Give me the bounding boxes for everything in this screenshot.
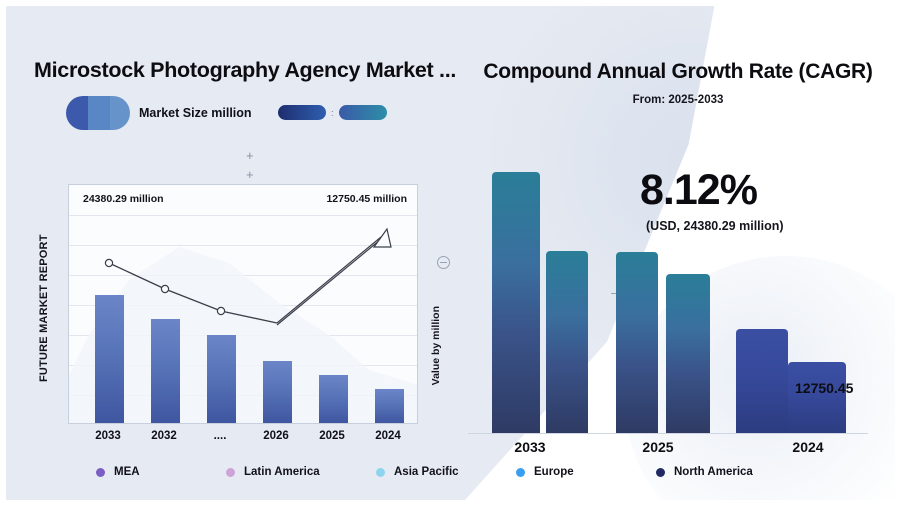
rbar-2024-primary (736, 329, 788, 434)
legend-label-asia-pacific: Asia Pacific (394, 466, 459, 478)
x-label-4: 2025 (319, 430, 345, 442)
rbar-2025-secondary (666, 274, 710, 434)
legend-label-mea: MEA (114, 466, 140, 478)
rbar-2025-primary (616, 252, 658, 434)
right-x-label-0: 2033 (514, 439, 546, 455)
legend-label-latin-america: Latin America (244, 466, 320, 478)
right-x-label-2: 2024 (792, 439, 824, 455)
x-label-0: 2033 (95, 430, 121, 442)
legend-item-north-america[interactable]: North America (656, 466, 753, 478)
cagr-note: (USD, 24380.29 million) (646, 219, 784, 233)
right-chart-baseline (468, 433, 868, 434)
left-chart-end-label: 12750.45 million (326, 193, 407, 205)
left-chart-bars (69, 185, 417, 423)
x-label-1: 2032 (151, 430, 177, 442)
left-chart-x-axis-labels: 2033 2032 .... 2026 2025 2024 (68, 430, 418, 448)
legend-item-asia-pacific[interactable]: Asia Pacific (376, 466, 459, 478)
bar-2026 (263, 361, 292, 423)
right-chart-x-axis-labels: 2033 2025 2024 (468, 439, 888, 459)
left-chart-trend-line (104, 227, 392, 326)
legend-dot-north-america (656, 467, 665, 477)
legend-label-north-america: North America (674, 466, 753, 478)
legend-dot-mea (96, 467, 105, 477)
x-label-2: .... (213, 430, 227, 442)
bar-2025 (319, 375, 348, 423)
pill-badges: : (278, 105, 387, 120)
legend-dot-europe (516, 467, 525, 477)
pill-badge-primary (278, 105, 326, 120)
minus-circle-icon[interactable] (437, 256, 450, 269)
x-label-5: 2024 (375, 430, 401, 442)
right-panel-subtitle: From: 2025-2033 (632, 94, 724, 106)
brand-row: Market Size million (66, 96, 252, 130)
left-panel-title: Microstock Photography Agency Market ... (34, 58, 457, 82)
venn-hexagon-logo-icon (66, 96, 130, 130)
rbar-2024-secondary (788, 362, 846, 434)
legend-item-latin-america[interactable]: Latin America (226, 466, 320, 478)
legend-label-europe: Europe (534, 466, 574, 478)
left-chart-start-label: 24380.29 million (83, 193, 164, 205)
pill-separator: : (331, 107, 334, 118)
bar-2033 (95, 295, 124, 423)
legend-item-europe[interactable]: Europe (516, 466, 574, 478)
left-chart-y-axis-label: FUTURE MARKET REPORT (38, 234, 50, 382)
rbar-2033-secondary (546, 251, 588, 434)
right-x-label-1: 2025 (642, 439, 674, 455)
bar-dots (207, 335, 236, 423)
plus-decoration-icon: + + (246, 148, 254, 182)
rbar-2033-primary (492, 172, 540, 434)
legend-dot-latin-america (226, 467, 235, 477)
legend-item-mea[interactable]: MEA (96, 466, 140, 478)
left-chart-value-axis-label: Value by million (430, 306, 442, 386)
right-panel-title: Compound Annual Growth Rate (CAGR) (483, 60, 873, 83)
brand-label: Market Size million (139, 106, 252, 120)
cagr-value: 8.12% (640, 166, 758, 214)
x-label-3: 2026 (263, 430, 289, 442)
right-chart-bars (468, 156, 888, 434)
pill-badge-secondary (338, 105, 387, 120)
bar-2032 (151, 319, 180, 423)
infographic-canvas: Microstock Photography Agency Market ...… (6, 6, 895, 500)
bar-2024 (375, 389, 404, 423)
right-chart-value-label: 12750.45 (795, 380, 854, 396)
left-chart-plot-area: 24380.29 million 12750.45 million (68, 184, 418, 424)
legend-dot-asia-pacific (376, 467, 385, 477)
